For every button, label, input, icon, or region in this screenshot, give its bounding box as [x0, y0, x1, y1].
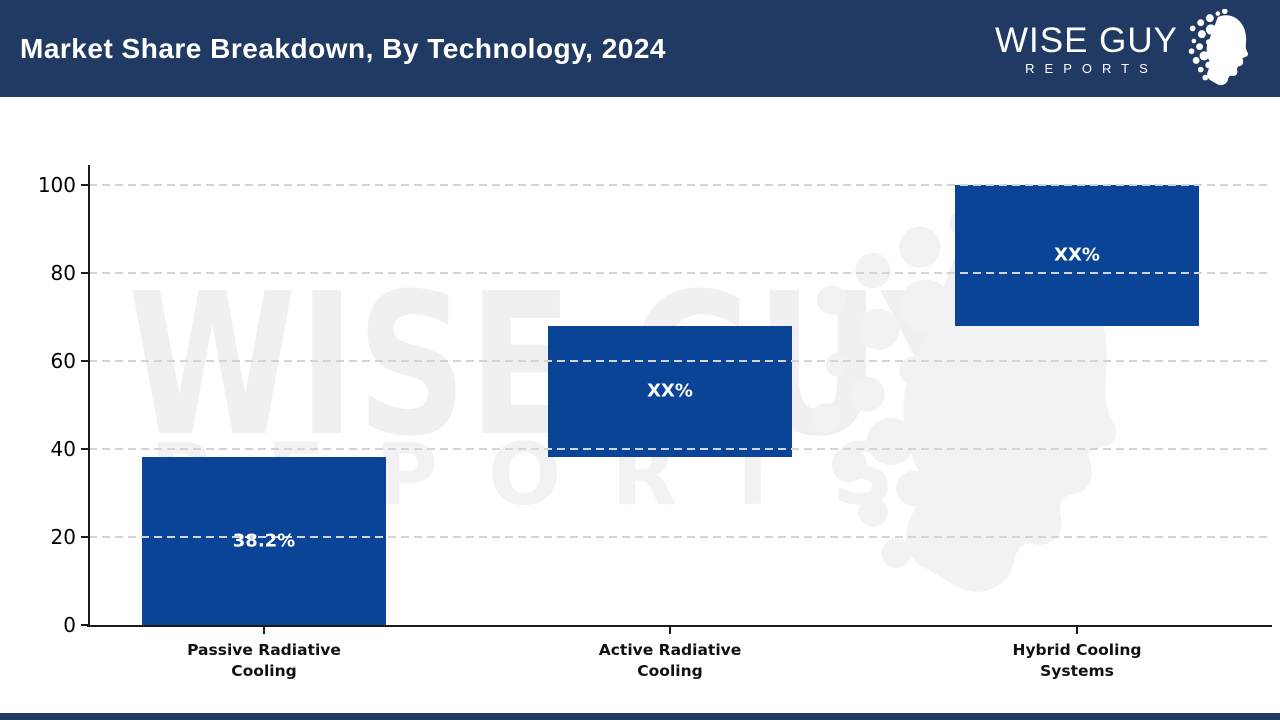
gridline-20 — [89, 536, 1272, 538]
y-tick-60 — [81, 360, 88, 362]
y-tick-40 — [81, 448, 88, 450]
bar-value-label-3: XX% — [1054, 244, 1100, 266]
y-tick-label-60: 60 — [50, 349, 76, 373]
x-tick-3 — [1076, 627, 1078, 634]
y-axis-spine — [88, 165, 90, 627]
bar-value-label-2: XX% — [647, 380, 693, 402]
x-tick-2 — [669, 627, 671, 634]
y-tick-label-0: 0 — [63, 613, 76, 637]
gridline-80 — [89, 272, 1272, 274]
y-tick-label-20: 20 — [50, 525, 76, 549]
y-tick-0 — [81, 624, 88, 626]
brand-name: WISE GUY — [994, 20, 1178, 60]
gridline-60 — [89, 360, 1272, 362]
brand-head-icon — [1188, 8, 1249, 85]
bar-1 — [142, 456, 386, 625]
y-tick-label-40: 40 — [50, 437, 76, 461]
bar-3 — [955, 185, 1199, 326]
chart-title: Market Share Breakdown, By Technology, 2… — [20, 32, 667, 64]
gridline-40 — [89, 448, 1272, 450]
x-category-label-1: Passive Radiative Cooling — [187, 641, 341, 681]
y-tick-label-100: 100 — [37, 173, 76, 197]
header-bar: Market Share Breakdown, By Technology, 2… — [0, 0, 1280, 97]
brand-subtitle: REPORTS — [1025, 60, 1158, 76]
bar-value-label-1: 38.2% — [232, 530, 296, 552]
x-category-label-2: Active Radiative Cooling — [598, 641, 742, 681]
x-axis-spine — [87, 625, 1272, 627]
gridline-100 — [89, 184, 1272, 186]
plot-area: 0 20 40 60 80 100 38.2% Passive Radiative Cooli… — [0, 97, 1280, 713]
y-tick-80 — [81, 272, 88, 274]
y-tick-label-80: 80 — [50, 261, 76, 285]
y-tick-100 — [81, 184, 88, 186]
brand-logo-text: WISE GUY REPORTS — [995, 23, 1178, 75]
x-category-label-3: Hybrid Cooling Systems — [1012, 641, 1142, 681]
brand-logo: WISE GUY REPORTS — [995, 8, 1256, 89]
bar-2 — [548, 325, 792, 457]
y-tick-20 — [81, 536, 88, 538]
x-tick-1 — [263, 627, 265, 634]
footer-bar — [0, 713, 1280, 720]
